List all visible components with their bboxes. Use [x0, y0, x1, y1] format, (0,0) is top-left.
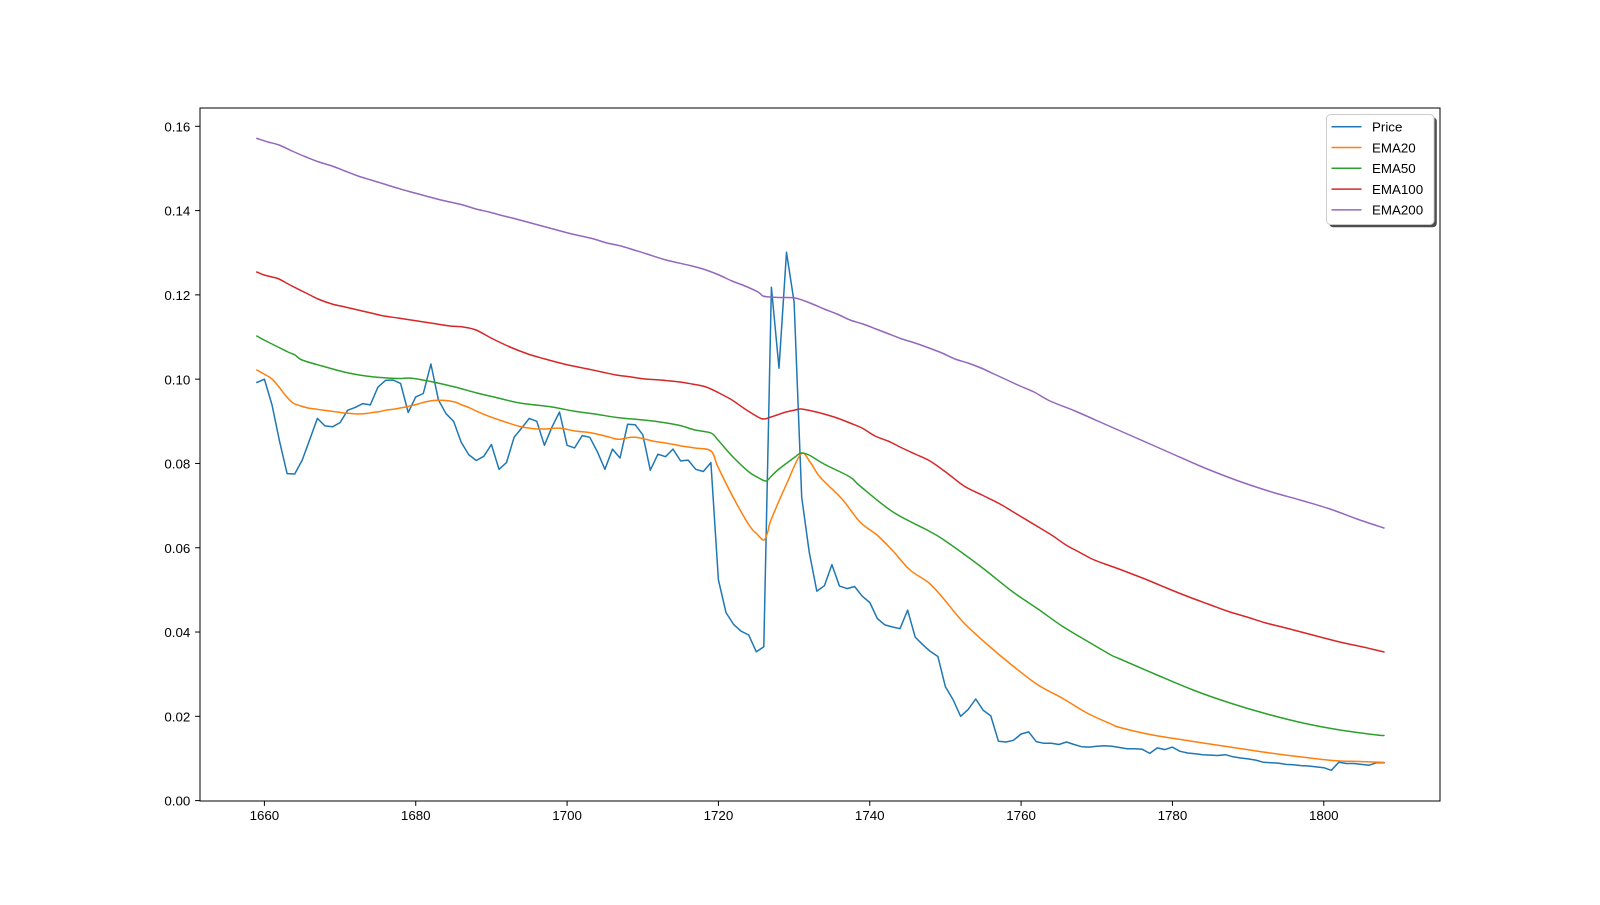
- svg-text:1800: 1800: [1309, 808, 1339, 823]
- svg-text:1660: 1660: [250, 808, 280, 823]
- svg-text:0.14: 0.14: [164, 204, 191, 219]
- svg-text:EMA200: EMA200: [1372, 203, 1423, 218]
- svg-text:1780: 1780: [1158, 808, 1188, 823]
- svg-text:0.08: 0.08: [164, 457, 190, 472]
- svg-text:1700: 1700: [552, 808, 582, 823]
- svg-text:0.06: 0.06: [164, 541, 190, 556]
- svg-text:1740: 1740: [855, 808, 885, 823]
- svg-text:0.02: 0.02: [164, 709, 190, 724]
- svg-text:EMA100: EMA100: [1372, 182, 1423, 197]
- svg-text:0.04: 0.04: [164, 625, 191, 640]
- svg-text:1760: 1760: [1006, 808, 1036, 823]
- svg-text:0.00: 0.00: [164, 794, 190, 809]
- svg-text:Price: Price: [1372, 120, 1402, 135]
- svg-text:0.12: 0.12: [164, 288, 190, 303]
- svg-text:0.10: 0.10: [164, 372, 190, 387]
- svg-text:1720: 1720: [704, 808, 734, 823]
- svg-text:EMA20: EMA20: [1372, 140, 1416, 155]
- svg-text:EMA50: EMA50: [1372, 161, 1416, 176]
- svg-text:1680: 1680: [401, 808, 431, 823]
- svg-text:0.16: 0.16: [164, 119, 190, 134]
